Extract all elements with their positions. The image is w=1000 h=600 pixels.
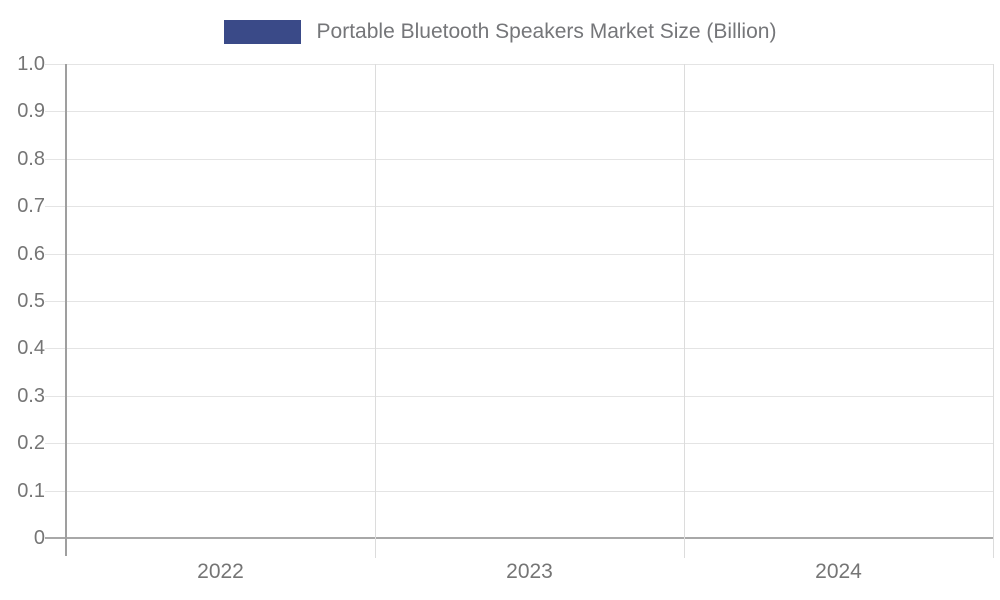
y-grid-line — [45, 396, 993, 397]
y-grid-line — [45, 111, 993, 112]
y-tick-label: 0.7 — [17, 195, 45, 217]
y-tick-label: 0 — [33, 527, 45, 549]
y-grid-line — [45, 206, 993, 207]
x-axis-line — [45, 537, 993, 539]
y-grid-line — [45, 159, 993, 160]
y-tick-label: 0.3 — [17, 385, 45, 407]
y-grid-line — [45, 348, 993, 349]
y-tick-label: 0.6 — [17, 243, 45, 265]
y-tick-label: 0.8 — [17, 148, 45, 170]
y-grid-line — [45, 301, 993, 302]
y-grid-line — [45, 491, 993, 492]
y-tick-label: 0.5 — [17, 290, 45, 312]
legend-label[interactable]: Portable Bluetooth Speakers Market Size … — [316, 20, 777, 43]
y-axis-line — [65, 64, 67, 556]
x-tick-label: 2022 — [197, 560, 244, 583]
x-grid-line — [375, 64, 376, 558]
y-grid-line — [45, 64, 993, 65]
x-grid-line — [993, 64, 994, 558]
y-grid-line — [45, 443, 993, 444]
y-tick-label: 0.1 — [17, 480, 45, 502]
x-grid-line — [684, 64, 685, 558]
y-grid-line — [45, 254, 993, 255]
legend-swatch-icon[interactable] — [223, 20, 301, 44]
x-tick-label: 2023 — [506, 560, 553, 583]
y-tick-label: 0.4 — [17, 337, 45, 359]
x-tick-label: 2024 — [815, 560, 862, 583]
legend: Portable Bluetooth Speakers Market Size … — [0, 14, 1000, 50]
y-tick-label: 0.2 — [17, 432, 45, 454]
y-tick-label: 1.0 — [17, 53, 45, 75]
y-tick-label: 0.9 — [17, 100, 45, 122]
